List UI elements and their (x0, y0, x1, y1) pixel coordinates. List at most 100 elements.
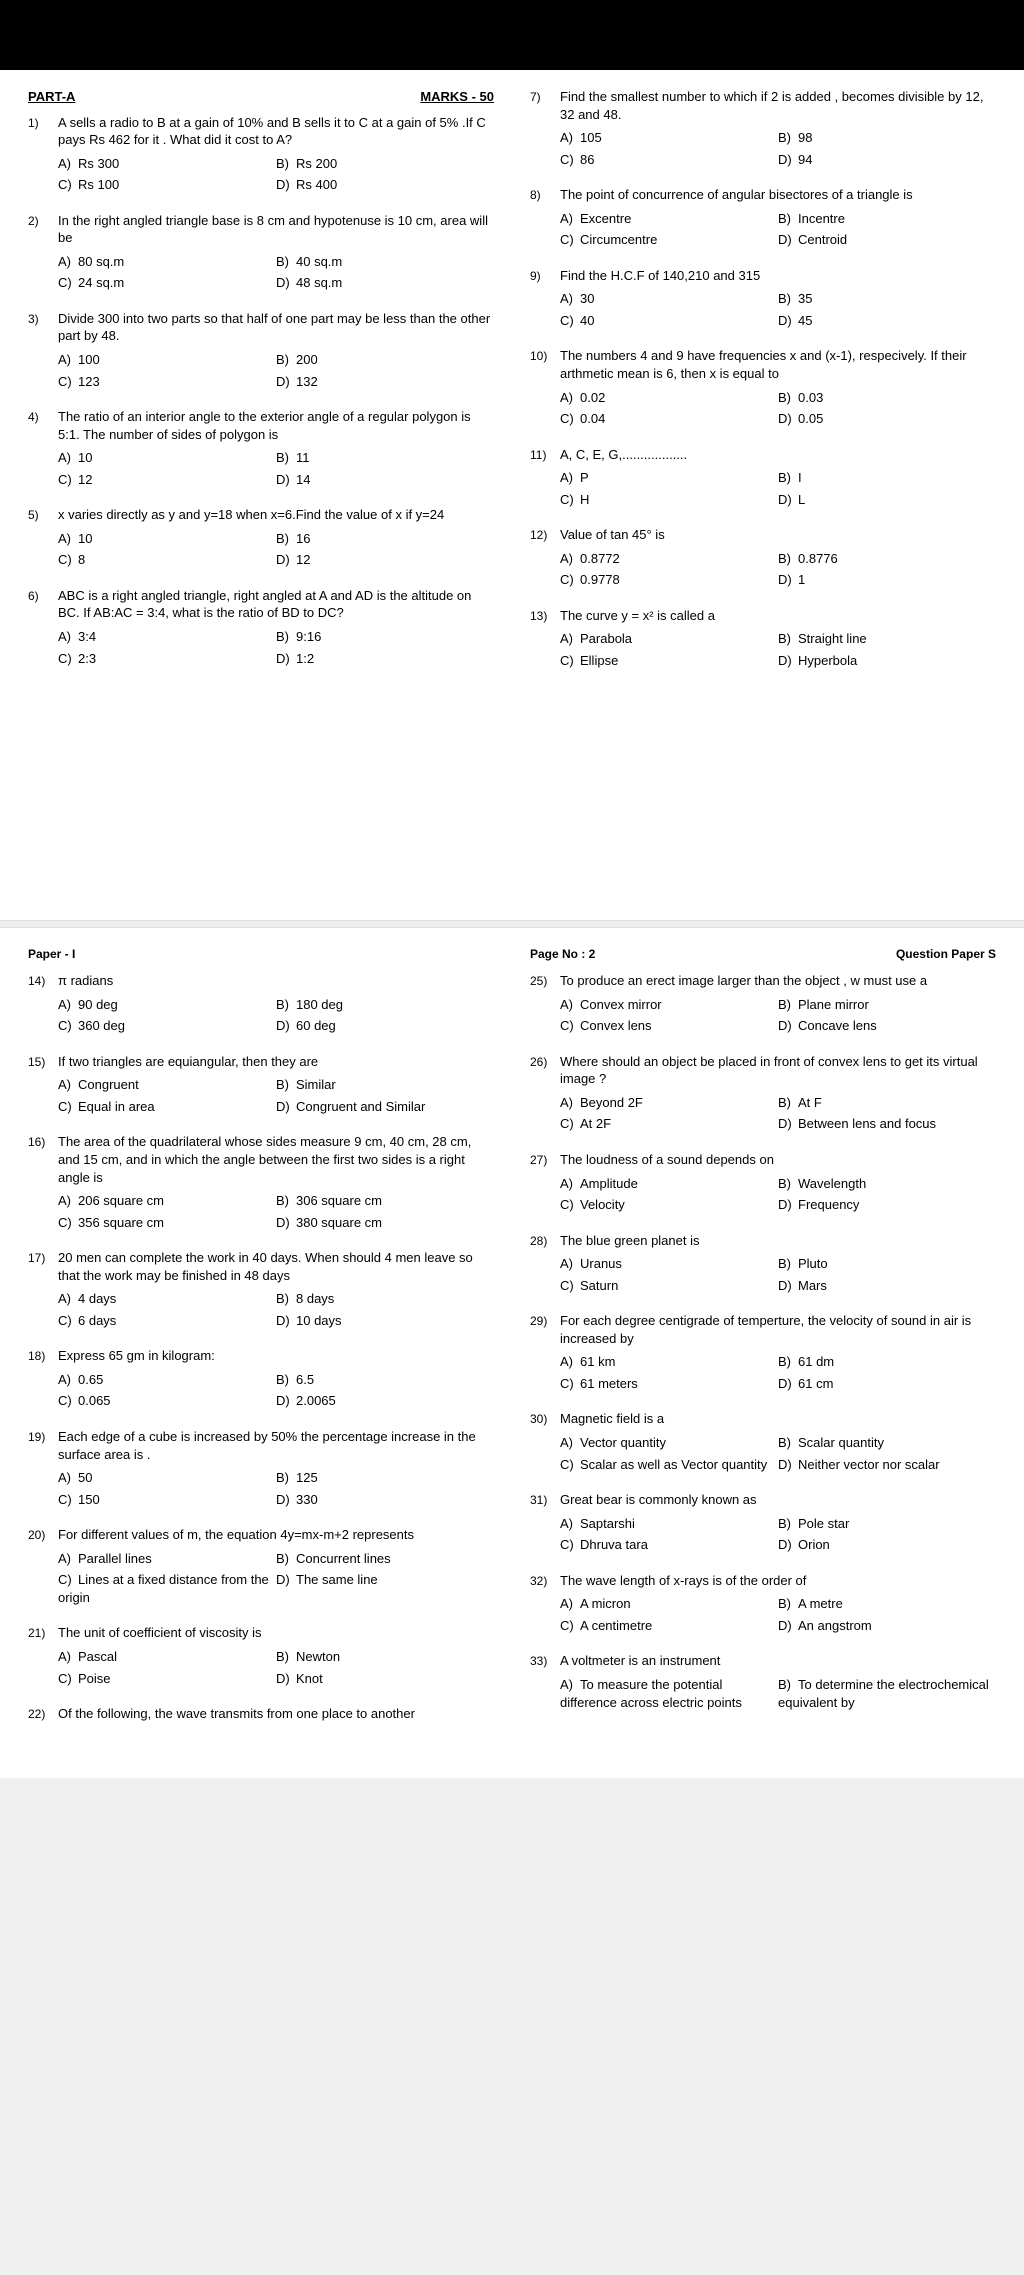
question-stem: The loudness of a sound depends on (560, 1151, 996, 1169)
option-c: C)360 deg (58, 1015, 276, 1037)
question-stem: The unit of coefficient of viscosity is (58, 1624, 494, 1642)
question-stem: The numbers 4 and 9 have frequencies x a… (560, 347, 996, 382)
option-b: B)Rs 200 (276, 153, 494, 175)
option-b: B)Straight line (778, 628, 996, 650)
option-d: D)1:2 (276, 648, 494, 670)
page2-right-column: Page No : 2 Question Paper S 25) To prod… (530, 946, 996, 1731)
question-number: 21) (28, 1624, 52, 1689)
question-number: 29) (530, 1312, 554, 1394)
option-d: D)14 (276, 469, 494, 491)
option-a: A)50 (58, 1467, 276, 1489)
option-b: B)Pluto (778, 1253, 996, 1275)
exam-page-2: Paper - I 14) π radians A)90 deg B)180 d… (0, 928, 1024, 1778)
question-stem: Magnetic field is a (560, 1410, 996, 1428)
option-b: B)A metre (778, 1593, 996, 1615)
question-stem: Value of tan 45° is (560, 526, 996, 544)
option-c: C)Ellipse (560, 650, 778, 672)
option-a: A)30 (560, 288, 778, 310)
page-number: Page No : 2 (530, 946, 595, 962)
question-28: 28) The blue green planet is A)Uranus B)… (530, 1232, 996, 1297)
part-header: PART-A MARKS - 50 (28, 88, 494, 106)
option-a: A)Uranus (560, 1253, 778, 1275)
option-d: D)94 (778, 149, 996, 171)
question-stem: x varies directly as y and y=18 when x=6… (58, 506, 494, 524)
option-b: B)Scalar quantity (778, 1432, 996, 1454)
question-number: 27) (530, 1151, 554, 1216)
option-c: C)Poise (58, 1668, 276, 1690)
question-stem: A, C, E, G,.................. (560, 446, 996, 464)
option-b: B)180 deg (276, 994, 494, 1016)
question-stem: Where should an object be placed in fron… (560, 1053, 996, 1088)
option-a: A)Vector quantity (560, 1432, 778, 1454)
question-1: 1) A sells a radio to B at a gain of 10%… (28, 114, 494, 196)
question-12: 12) Value of tan 45° is A)0.8772 B)0.877… (530, 526, 996, 591)
question-stem: ABC is a right angled triangle, right an… (58, 587, 494, 622)
option-d: D)330 (276, 1489, 494, 1511)
option-a: A)Congruent (58, 1074, 276, 1096)
option-b: B)200 (276, 349, 494, 371)
question-number: 13) (530, 607, 554, 672)
option-b: B)6.5 (276, 1369, 494, 1391)
option-d: D)61 cm (778, 1373, 996, 1395)
option-a: A)3:4 (58, 626, 276, 648)
question-stem: Each edge of a cube is increased by 50% … (58, 1428, 494, 1463)
option-d: D)12 (276, 549, 494, 571)
option-b: B)Pole star (778, 1513, 996, 1535)
option-d: D)Between lens and focus (778, 1113, 996, 1135)
question-16: 16) The area of the quadrilateral whose … (28, 1133, 494, 1233)
option-a: A)A micron (560, 1593, 778, 1615)
question-3: 3) Divide 300 into two parts so that hal… (28, 310, 494, 392)
question-stem: Find the smallest number to which if 2 i… (560, 88, 996, 123)
option-b: B)Newton (276, 1646, 494, 1668)
option-c: C)Rs 100 (58, 174, 276, 196)
question-number: 7) (530, 88, 554, 170)
option-c: C)A centimetre (560, 1615, 778, 1637)
question-31: 31) Great bear is commonly known as A)Sa… (530, 1491, 996, 1556)
option-b: B)35 (778, 288, 996, 310)
question-26: 26) Where should an object be placed in … (530, 1053, 996, 1135)
option-a: A)Saptarshi (560, 1513, 778, 1535)
question-25: 25) To produce an erect image larger tha… (530, 972, 996, 1037)
question-13: 13) The curve y = x² is called a A)Parab… (530, 607, 996, 672)
option-d: D)Frequency (778, 1194, 996, 1216)
option-c: C)24 sq.m (58, 272, 276, 294)
page-divider (0, 920, 1024, 928)
question-number: 20) (28, 1526, 52, 1608)
option-d: D)Rs 400 (276, 174, 494, 196)
option-b: B)0.8776 (778, 548, 996, 570)
question-stem: A sells a radio to B at a gain of 10% an… (58, 114, 494, 149)
question-number: 2) (28, 212, 52, 294)
question-30: 30) Magnetic field is a A)Vector quantit… (530, 1410, 996, 1475)
option-a: A)4 days (58, 1288, 276, 1310)
option-c: C)86 (560, 149, 778, 171)
question-number: 18) (28, 1347, 52, 1412)
page1-right-column: 7) Find the smallest number to which if … (530, 88, 996, 676)
option-c: C)150 (58, 1489, 276, 1511)
option-d: D)1 (778, 569, 996, 591)
question-number: 3) (28, 310, 52, 392)
question-stem: The blue green planet is (560, 1232, 996, 1250)
question-number: 11) (530, 446, 554, 511)
question-number: 10) (530, 347, 554, 429)
option-a: A)105 (560, 127, 778, 149)
question-number: 4) (28, 408, 52, 490)
option-a: A)Beyond 2F (560, 1092, 778, 1114)
option-d: D)The same line (276, 1569, 494, 1608)
option-d: D)45 (778, 310, 996, 332)
option-c: C)Scalar as well as Vector quantity (560, 1454, 778, 1476)
exam-page-1: PART-A MARKS - 50 1) A sells a radio to … (0, 70, 1024, 920)
option-c: C)Velocity (560, 1194, 778, 1216)
question-number: 14) (28, 972, 52, 1037)
option-d: D)Hyperbola (778, 650, 996, 672)
option-a: A)10 (58, 447, 276, 469)
question-number: 22) (28, 1705, 52, 1727)
question-number: 9) (530, 267, 554, 332)
option-d: D)10 days (276, 1310, 494, 1332)
option-a: A)61 km (560, 1351, 778, 1373)
question-stem: Find the H.C.F of 140,210 and 315 (560, 267, 996, 285)
option-c: C)Circumcentre (560, 229, 778, 251)
option-c: C)Dhruva tara (560, 1534, 778, 1556)
option-d: D)Centroid (778, 229, 996, 251)
question-stem: In the right angled triangle base is 8 c… (58, 212, 494, 247)
question-stem: The wave length of x-rays is of the orde… (560, 1572, 996, 1590)
